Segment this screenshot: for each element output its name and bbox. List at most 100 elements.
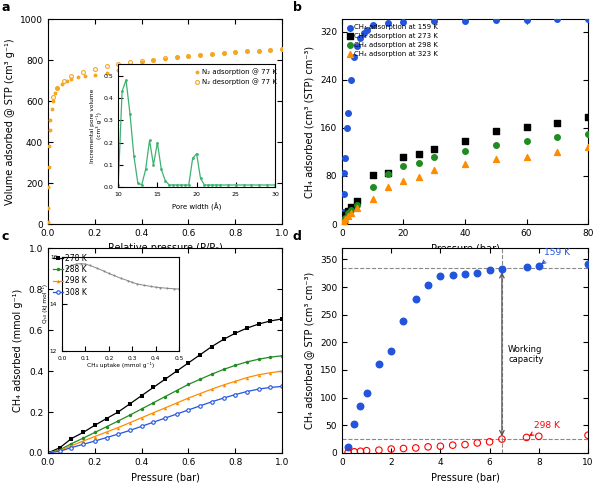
278 K	[278, 316, 286, 322]
CH₄ adsorption at 273 K	[340, 211, 350, 219]
278 K	[126, 401, 133, 407]
308 K	[44, 450, 52, 456]
278 K	[173, 368, 181, 374]
CH₄ adsorption at 298 K	[430, 153, 439, 161]
N₂ adsorption @ 77 K	[54, 85, 61, 91]
298 K	[150, 410, 157, 416]
N₂ adsorption @ 77 K	[232, 49, 239, 55]
288 K	[232, 362, 239, 368]
308 K	[173, 411, 181, 417]
308 K	[150, 419, 157, 425]
288 K	[278, 353, 286, 358]
288 K	[244, 359, 251, 365]
308 K	[208, 399, 215, 405]
N₂ desorption @ 77 K	[208, 51, 215, 56]
298 K	[103, 429, 110, 435]
Y-axis label: CH₄ adsorbed @ STP (cm³ cm⁻³): CH₄ adsorbed @ STP (cm³ cm⁻³)	[304, 272, 314, 429]
308 K	[232, 392, 239, 397]
308 K	[255, 386, 262, 392]
278 K	[232, 330, 239, 336]
CH₄ adsorption at 323 K	[460, 160, 470, 168]
Point	[374, 446, 384, 454]
308 K	[91, 438, 98, 444]
288 K	[68, 441, 75, 447]
288 K	[255, 356, 262, 362]
288 K	[150, 400, 157, 406]
CH₄ adsorption at 159 K	[349, 53, 359, 61]
288 K	[115, 418, 122, 424]
N₂ adsorption @ 77 K	[48, 107, 55, 112]
N₂ desorption @ 77 K	[61, 78, 68, 84]
CH₄ adsorption at 298 K	[460, 147, 470, 154]
Point	[362, 447, 371, 454]
CH₄ adsorption at 323 K	[430, 166, 439, 174]
278 K	[115, 409, 122, 415]
N₂ desorption @ 77 K	[79, 69, 87, 75]
288 K	[126, 412, 133, 418]
N₂ adsorption @ 77 K	[46, 127, 53, 133]
298 K	[197, 391, 204, 396]
CH₄ adsorption at 273 K	[338, 218, 348, 225]
Line: 298 K: 298 K	[46, 369, 284, 455]
CH₄ adsorption at 323 K	[522, 153, 532, 161]
N₂ adsorption @ 77 K	[47, 117, 54, 123]
CH₄ adsorption at 323 K	[339, 218, 349, 225]
N₂ adsorption @ 77 K	[220, 50, 227, 56]
N₂ desorption @ 77 K	[115, 61, 122, 67]
298 K	[255, 372, 262, 378]
N₂ adsorption @ 77 K	[103, 70, 110, 75]
CH₄ adsorption at 159 K	[491, 16, 500, 24]
Point	[349, 420, 359, 428]
278 K	[103, 415, 110, 421]
278 K	[208, 344, 215, 350]
Text: c: c	[1, 230, 8, 243]
N₂ desorption @ 77 K	[49, 94, 56, 100]
N₂ adsorption @ 77 K	[46, 143, 53, 149]
CH₄ adsorption at 273 K	[383, 169, 393, 177]
298 K	[56, 448, 64, 453]
CH₄ adsorption at 298 K	[583, 130, 593, 138]
278 K	[220, 337, 227, 342]
308 K	[278, 384, 286, 390]
CH₄ adsorption at 323 K	[583, 143, 593, 151]
298 K	[115, 425, 122, 431]
CH₄ adsorption at 273 K	[353, 197, 362, 205]
288 K	[79, 435, 87, 441]
298 K	[91, 433, 98, 439]
Line: 308 K: 308 K	[46, 385, 284, 455]
Point	[448, 271, 458, 279]
CH₄ adsorption at 273 K	[368, 171, 377, 179]
Line: N₂ adsorption @ 77 K: N₂ adsorption @ 77 K	[46, 47, 284, 224]
278 K	[56, 445, 64, 451]
298 K	[138, 415, 145, 421]
288 K	[220, 367, 227, 373]
N₂ desorption @ 77 K	[220, 50, 227, 56]
278 K	[138, 393, 145, 398]
CH₄ adsorption at 323 K	[338, 219, 348, 227]
Line: 288 K: 288 K	[46, 354, 284, 455]
Point	[349, 448, 359, 456]
Point	[398, 445, 408, 452]
298 K	[44, 450, 52, 456]
288 K	[208, 371, 215, 377]
Legend: N₂ adsorption @ 77 K, N₂ desorption @ 77 K: N₂ adsorption @ 77 K, N₂ desorption @ 77…	[192, 67, 278, 87]
Point	[362, 389, 371, 397]
CH₄ adsorption at 273 K	[343, 207, 353, 215]
Point	[424, 443, 433, 451]
CH₄ adsorption at 159 K	[340, 169, 349, 177]
288 K	[173, 388, 181, 393]
308 K	[220, 395, 227, 401]
CH₄ adsorption at 323 K	[398, 177, 408, 185]
308 K	[115, 431, 122, 437]
Point	[448, 441, 458, 449]
Line: 278 K: 278 K	[46, 317, 284, 455]
298 K	[278, 368, 286, 374]
Y-axis label: CH₄ adsorbed (cm³ (STP) cm⁻³): CH₄ adsorbed (cm³ (STP) cm⁻³)	[304, 46, 314, 198]
Y-axis label: Volume adsorbed @ STP (cm³ g⁻¹): Volume adsorbed @ STP (cm³ g⁻¹)	[5, 38, 14, 205]
CH₄ adsorption at 273 K	[338, 220, 347, 227]
X-axis label: Pressure (bar): Pressure (bar)	[131, 472, 199, 482]
CH₄ adsorption at 298 K	[338, 220, 347, 227]
CH₄ adsorption at 159 K	[430, 18, 439, 25]
Text: b: b	[293, 1, 302, 14]
Line: N₂ desorption @ 77 K: N₂ desorption @ 77 K	[51, 47, 284, 99]
